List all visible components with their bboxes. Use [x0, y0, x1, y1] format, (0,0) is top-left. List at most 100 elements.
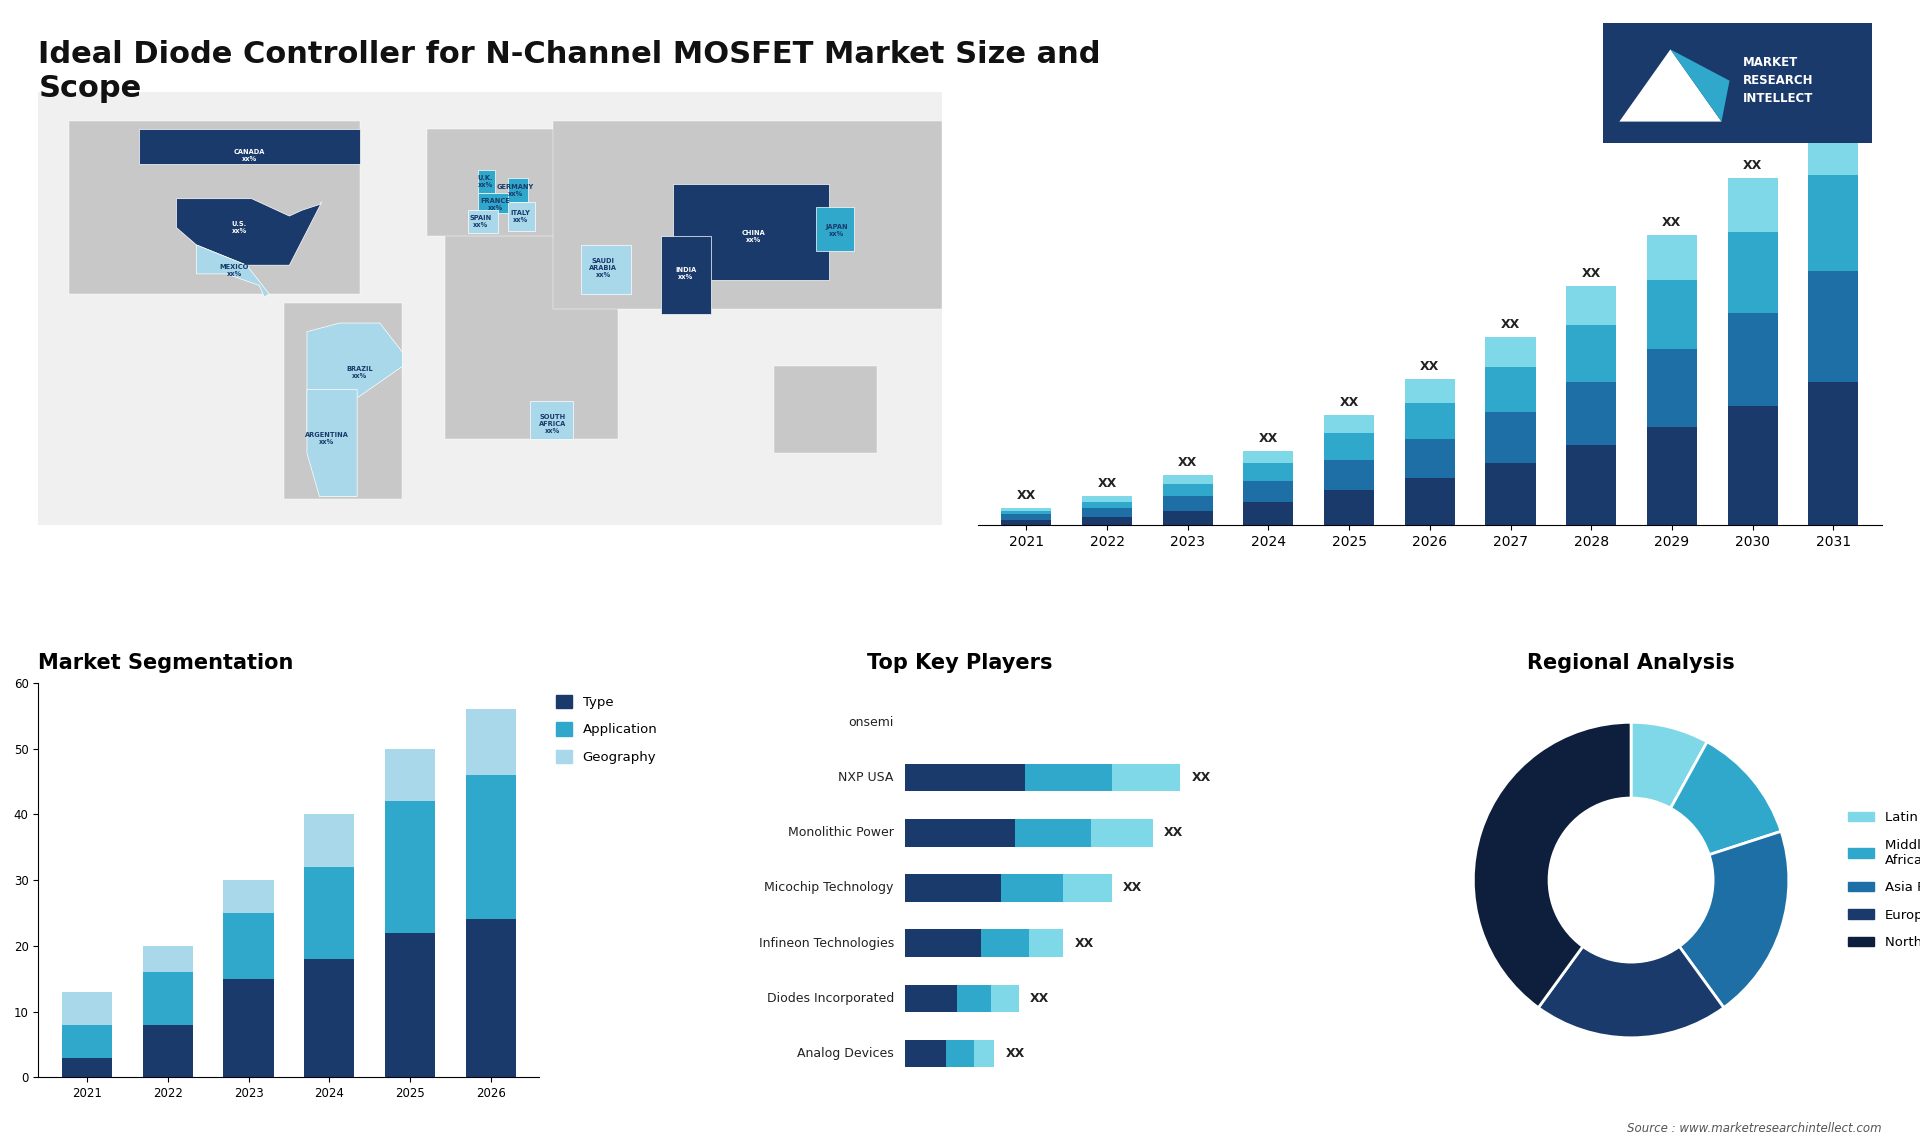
Text: XX: XX — [1179, 456, 1198, 469]
Text: XX: XX — [1098, 477, 1117, 489]
Polygon shape — [138, 129, 359, 164]
Text: SOUTH
AFRICA
xx%: SOUTH AFRICA xx% — [540, 414, 566, 434]
Bar — [1083, 502, 1133, 508]
Polygon shape — [307, 390, 357, 496]
Bar — [61, 1058, 111, 1077]
Text: Monolithic Power: Monolithic Power — [787, 826, 895, 839]
Text: NXP USA: NXP USA — [839, 771, 895, 784]
Text: CHINA
xx%: CHINA xx% — [741, 230, 766, 243]
FancyBboxPatch shape — [1002, 874, 1064, 902]
Polygon shape — [674, 185, 829, 280]
Text: XX: XX — [1582, 267, 1601, 280]
Bar — [61, 991, 111, 1025]
FancyBboxPatch shape — [1064, 874, 1112, 902]
Bar — [1164, 510, 1213, 526]
Text: JAPAN
xx%: JAPAN xx% — [826, 223, 849, 237]
Bar — [1647, 235, 1697, 280]
Polygon shape — [428, 129, 603, 236]
Bar — [386, 748, 436, 801]
Bar — [1809, 272, 1859, 382]
FancyBboxPatch shape — [956, 984, 991, 1012]
Text: XX: XX — [1192, 771, 1212, 784]
Bar — [1728, 233, 1778, 313]
Text: Infineon Technologies: Infineon Technologies — [758, 936, 895, 950]
Text: INDIA
xx%: INDIA xx% — [676, 267, 697, 281]
Bar — [142, 1025, 192, 1077]
Bar — [1083, 517, 1133, 526]
FancyBboxPatch shape — [904, 1039, 947, 1067]
Bar — [386, 801, 436, 933]
Polygon shape — [580, 245, 630, 295]
Bar — [1405, 439, 1455, 478]
FancyBboxPatch shape — [904, 929, 981, 957]
Bar — [1083, 508, 1133, 517]
Bar — [1002, 519, 1052, 526]
Bar — [1567, 445, 1617, 526]
Text: SAUDI
ARABIA
xx%: SAUDI ARABIA xx% — [589, 258, 616, 278]
Bar — [223, 913, 273, 979]
FancyBboxPatch shape — [1025, 763, 1112, 792]
Text: XX: XX — [1260, 432, 1279, 445]
Text: Diodes Incorporated: Diodes Incorporated — [766, 992, 895, 1005]
FancyBboxPatch shape — [1112, 763, 1181, 792]
Text: BRAZIL
xx%: BRAZIL xx% — [346, 366, 372, 378]
Text: ARGENTINA
xx%: ARGENTINA xx% — [305, 432, 349, 446]
Polygon shape — [177, 198, 323, 265]
Polygon shape — [196, 245, 269, 297]
Text: XX: XX — [1501, 319, 1521, 331]
Text: XX: XX — [1006, 1047, 1025, 1060]
Legend: Latin America, Middle East &
Africa, Asia Pacific, Europe, North America: Latin America, Middle East & Africa, Asi… — [1843, 806, 1920, 955]
Bar — [1405, 379, 1455, 403]
Bar — [1567, 325, 1617, 382]
Bar — [1244, 502, 1294, 526]
Bar — [1728, 179, 1778, 233]
FancyBboxPatch shape — [1596, 19, 1880, 147]
Polygon shape — [816, 207, 854, 251]
Text: Analog Devices: Analog Devices — [797, 1047, 895, 1060]
Bar — [1405, 478, 1455, 526]
Bar — [1486, 463, 1536, 526]
Polygon shape — [69, 120, 359, 295]
Text: XX: XX — [1164, 826, 1183, 839]
Polygon shape — [1619, 49, 1722, 121]
Wedge shape — [1473, 722, 1632, 1007]
Polygon shape — [660, 236, 710, 314]
Bar — [467, 775, 516, 919]
Bar — [1002, 513, 1052, 519]
Text: GERMANY
xx%: GERMANY xx% — [497, 183, 534, 196]
Wedge shape — [1670, 741, 1782, 855]
Text: ITALY
xx%: ITALY xx% — [511, 210, 530, 222]
Bar — [1567, 382, 1617, 445]
FancyBboxPatch shape — [991, 984, 1020, 1012]
Text: Source : www.marketresearchintellect.com: Source : www.marketresearchintellect.com — [1626, 1122, 1882, 1135]
Text: U.S.
xx%: U.S. xx% — [232, 221, 248, 234]
Polygon shape — [445, 230, 618, 439]
Text: Micochip Technology: Micochip Technology — [764, 881, 895, 894]
Bar — [1728, 313, 1778, 406]
Wedge shape — [1680, 831, 1789, 1007]
Text: XX: XX — [1029, 992, 1048, 1005]
Bar — [1325, 433, 1375, 460]
Bar — [467, 709, 516, 775]
Bar — [1002, 510, 1052, 513]
Polygon shape — [478, 193, 511, 213]
Polygon shape — [553, 120, 943, 308]
Bar — [1164, 474, 1213, 484]
Bar — [1325, 415, 1375, 433]
Bar — [1486, 337, 1536, 367]
Bar — [1567, 286, 1617, 325]
FancyBboxPatch shape — [1029, 929, 1064, 957]
Text: MEXICO
xx%: MEXICO xx% — [219, 265, 250, 277]
Polygon shape — [307, 323, 403, 433]
Polygon shape — [478, 170, 495, 193]
Bar — [61, 1025, 111, 1058]
Bar — [1647, 350, 1697, 426]
Bar — [1164, 484, 1213, 495]
Bar — [1405, 403, 1455, 439]
Bar — [1002, 508, 1052, 510]
Text: XX: XX — [1421, 360, 1440, 372]
Polygon shape — [507, 202, 536, 230]
FancyBboxPatch shape — [981, 929, 1029, 957]
Bar — [1809, 112, 1859, 175]
Text: XX: XX — [1824, 94, 1843, 107]
